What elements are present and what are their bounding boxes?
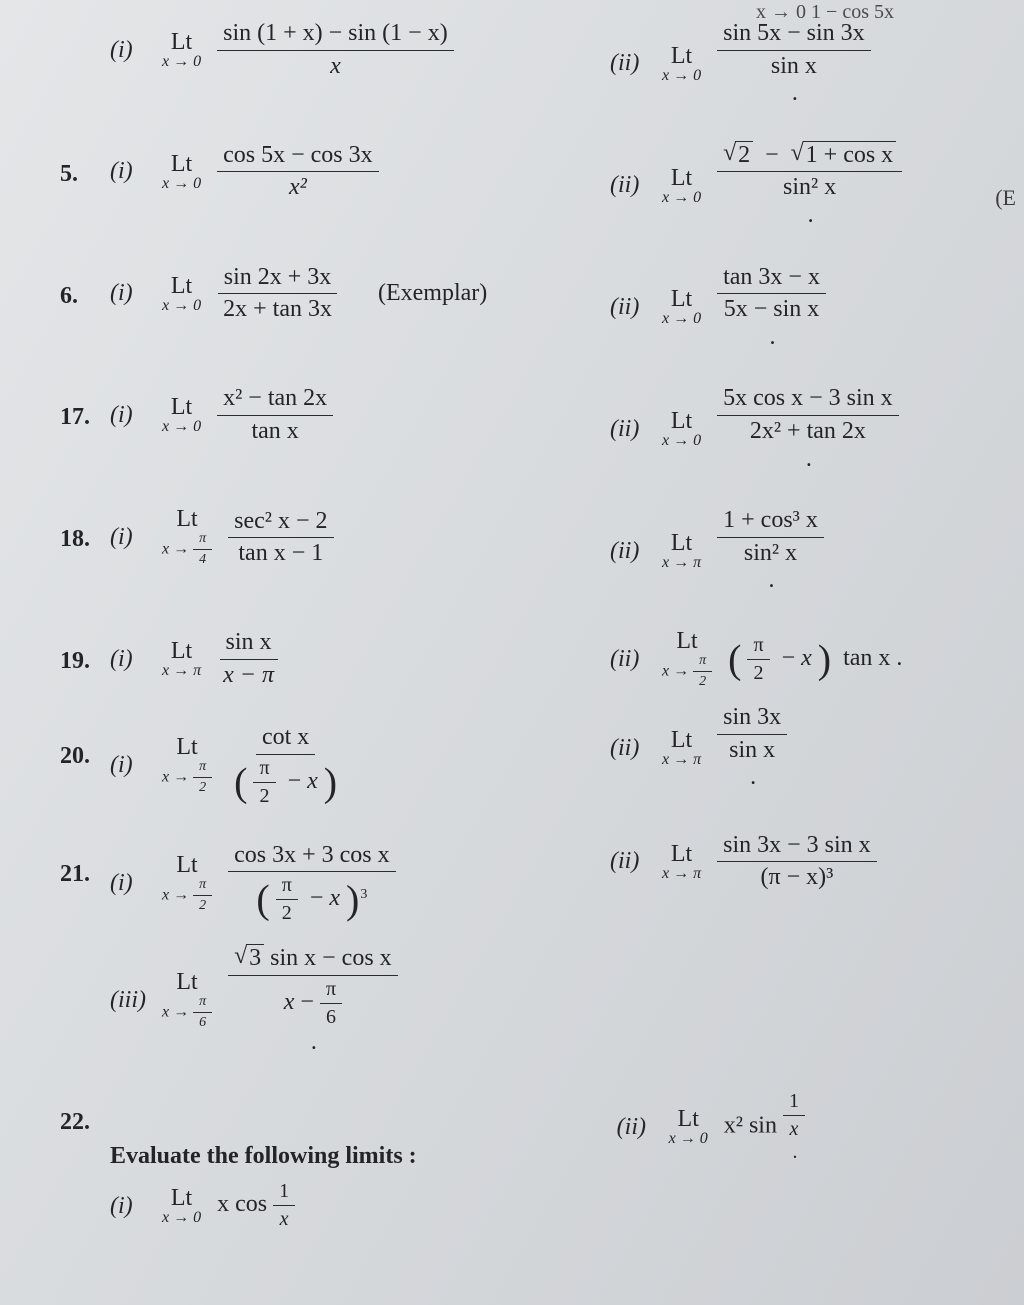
part-label: (iii) xyxy=(110,986,152,1015)
q21-part-iii: (iii) Lt x → π 6 3 sin x − cos x xyxy=(110,945,580,1056)
limit-symbol: Lt x → 0 xyxy=(662,287,701,327)
question-21: 21. (i) Lt x → π 2 cos 3x + 3 cos x xyxy=(60,842,994,1063)
q17-part-i: (i) Lt x → 0 x² − tan 2x tan x xyxy=(110,385,580,445)
part-label: (ii) xyxy=(610,734,652,763)
q21-part-ii: (ii) Lt x → π sin 3x − 3 sin x (π − x)³ xyxy=(610,832,994,892)
fraction: sec² x − 2 tan x − 1 xyxy=(228,508,333,568)
question-4: 4. (i) Lt x → 0 sin (1 + x) − sin (1 − x… xyxy=(60,20,994,114)
part-label: (ii) xyxy=(617,1113,659,1142)
q22-number: 22. xyxy=(60,1090,110,1137)
fraction: cos 5x − cos 3x x² xyxy=(217,142,379,202)
q18-part-ii: (ii) Lt x → π 1 + cos³ x sin² x xyxy=(610,507,994,595)
part-label: (ii) xyxy=(610,415,652,444)
q6-part-i: (i) Lt x → 0 sin 2x + 3x 2x + tan 3x (Ex… xyxy=(110,264,580,324)
part-label: (ii) xyxy=(610,847,652,876)
exemplar-tag: (Exemplar) xyxy=(378,279,487,308)
limit-symbol: Lt x → 0 xyxy=(662,166,701,206)
question-18: 18. (i) Lt x → π 4 sec² x − 2 ta xyxy=(60,507,994,601)
part-label: (i) xyxy=(110,645,152,674)
fraction: tan 3x − x 5x − sin x xyxy=(717,264,826,352)
fraction: sin 5x − sin 3x sin x xyxy=(717,20,871,108)
q18-part-i: (i) Lt x → π 4 sec² x − 2 tan x − 1 xyxy=(110,507,580,568)
q22-instruction: Evaluate the following limits : xyxy=(110,1134,417,1171)
limit-symbol: Lt x → π xyxy=(662,531,701,571)
q6-part-ii: (ii) Lt x → 0 tan 3x − x 5x − sin x xyxy=(610,264,994,352)
expression: x² sin 1 x xyxy=(724,1090,805,1164)
limit-symbol: Lt x → π 2 xyxy=(162,853,212,914)
part-label: (i) xyxy=(110,36,152,65)
limit-symbol: Lt x → 0 xyxy=(662,409,701,449)
part-label: (i) xyxy=(110,523,152,552)
q4-part-ii: (ii) Lt x → 0 sin 5x − sin 3x sin x xyxy=(610,20,994,108)
expression: x cos 1 x xyxy=(217,1180,295,1231)
fraction: sin 3x sin x xyxy=(717,704,787,792)
q4-part-i: (i) Lt x → 0 sin (1 + x) − sin (1 − x) x xyxy=(110,20,580,80)
q20-part-i: (i) Lt x → π 2 cot x ( xyxy=(110,724,580,808)
limit-symbol: Lt x → π xyxy=(662,842,701,882)
limit-symbol: Lt x → 0 xyxy=(162,152,201,192)
fraction: sin 2x + 3x 2x + tan 3x xyxy=(217,264,338,324)
part-label: (i) xyxy=(110,401,152,430)
fraction: 2 − 1 + cos x sin² x xyxy=(717,142,902,230)
limit-symbol: Lt x → π 2 xyxy=(662,629,712,690)
q20-number: 20. xyxy=(60,724,110,771)
fraction: cos 3x + 3 cos x ( π 2 − x ) xyxy=(228,842,396,926)
q17-part-ii: (ii) Lt x → 0 5x cos x − 3 sin x 2x² + t… xyxy=(610,385,994,473)
q20-part-ii: (ii) Lt x → π sin 3x sin x xyxy=(610,704,994,792)
question-20: 20. (i) Lt x → π 2 cot x xyxy=(60,724,994,814)
question-5: 5. (i) Lt x → 0 cos 5x − cos 3x x² (ii) … xyxy=(60,142,994,236)
part-label: (i) xyxy=(110,751,152,780)
part-label: (ii) xyxy=(610,645,652,674)
fraction: sin (1 + x) − sin (1 − x) x xyxy=(217,20,454,80)
q19-part-i: (i) Lt x → π sin x x − π xyxy=(110,629,580,689)
fraction: x² − tan 2x tan x xyxy=(217,385,333,445)
question-17: 17. (i) Lt x → 0 x² − tan 2x tan x (ii) … xyxy=(60,385,994,479)
q19-number: 19. xyxy=(60,629,110,676)
limit-symbol: Lt x → π 2 xyxy=(162,735,212,796)
q18-number: 18. xyxy=(60,507,110,554)
limit-symbol: Lt x → π 6 xyxy=(162,970,212,1031)
question-6: 6. (i) Lt x → 0 sin 2x + 3x 2x + tan 3x … xyxy=(60,264,994,358)
part-label: (ii) xyxy=(610,537,652,566)
fraction: 5x cos x − 3 sin x 2x² + tan 2x xyxy=(717,385,899,473)
limit-symbol: Lt x → 0 xyxy=(162,1186,201,1226)
limit-symbol: Lt x → 0 xyxy=(162,395,201,435)
q5-number: 5. xyxy=(60,142,110,189)
limit-symbol: Lt x → π 4 xyxy=(162,507,212,568)
limit-symbol: Lt x → 0 xyxy=(162,274,201,314)
q22-part-i: (i) Lt x → 0 x cos 1 x xyxy=(110,1180,994,1231)
question-19: 19. (i) Lt x → π sin x x − π (ii) Lt xyxy=(60,629,994,696)
q5-part-i: (i) Lt x → 0 cos 5x − cos 3x x² xyxy=(110,142,580,202)
q5-part-ii: (ii) Lt x → 0 2 − 1 + cos x sin² x xyxy=(610,142,994,230)
limit-symbol: Lt x → π xyxy=(662,728,701,768)
right-margin-fragment: (E xyxy=(995,185,1016,211)
part-label: (i) xyxy=(110,157,152,186)
part-label: (i) xyxy=(110,1192,152,1221)
fraction: 3 sin x − cos x x − π 6 xyxy=(228,945,398,1056)
fraction: sin x x − π xyxy=(217,629,280,689)
fraction: sin 3x − 3 sin x (π − x)³ xyxy=(717,832,877,892)
limit-symbol: Lt x → π xyxy=(162,639,201,679)
limit-symbol: Lt x → 0 xyxy=(162,30,201,70)
expression: ( π 2 − x ) tan x . xyxy=(728,634,902,685)
limit-symbol: Lt x → 0 xyxy=(669,1107,708,1147)
fraction: 1 + cos³ x sin² x xyxy=(717,507,824,595)
q6-number: 6. xyxy=(60,264,110,311)
q17-number: 17. xyxy=(60,385,110,432)
question-22: 22. Evaluate the following limits : (ii)… xyxy=(60,1090,994,1237)
part-label: (i) xyxy=(110,869,152,898)
q19-part-ii: (ii) Lt x → π 2 ( π 2 xyxy=(610,629,994,690)
q22-part-ii: (ii) Lt x → 0 x² sin 1 x xyxy=(617,1090,805,1164)
part-label: (ii) xyxy=(610,49,652,78)
q21-number: 21. xyxy=(60,842,110,889)
part-label: (i) xyxy=(110,279,152,308)
part-label: (ii) xyxy=(610,293,652,322)
page-top-fragment: x → 0 1 − cos 5x xyxy=(756,0,894,24)
fraction: cot x ( π 2 − x ) xyxy=(228,724,343,808)
q21-part-i: (i) Lt x → π 2 cos 3x + 3 cos x ( xyxy=(110,842,580,926)
part-label: (ii) xyxy=(610,171,652,200)
limit-symbol: Lt x → 0 xyxy=(662,44,701,84)
